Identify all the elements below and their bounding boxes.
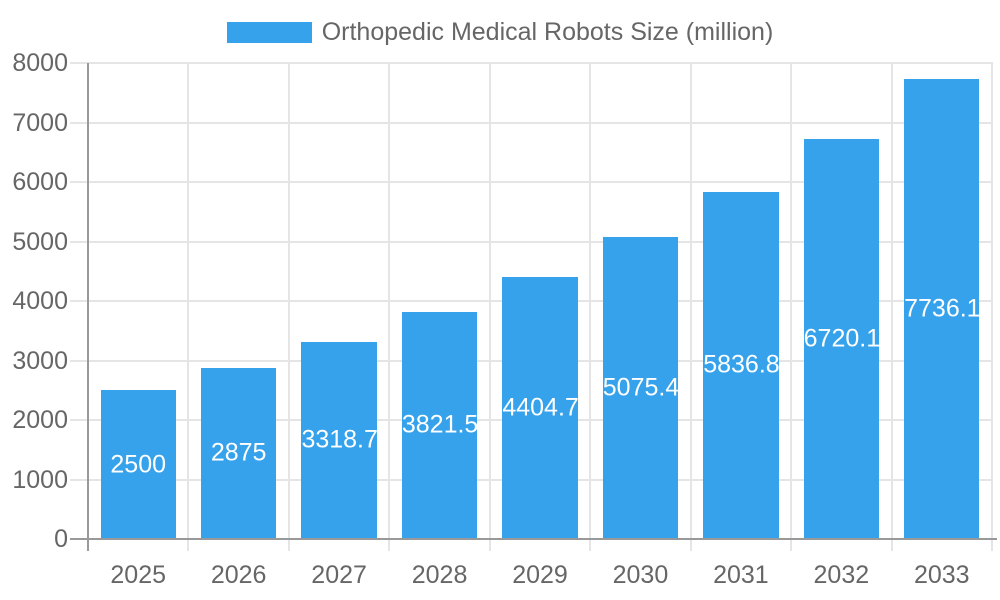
bar: 7736.16	[904, 78, 980, 539]
x-tick-label: 2032	[813, 561, 870, 589]
v-gridline	[388, 63, 391, 551]
bar-value-label: 4404.79	[502, 393, 578, 422]
bar: 2875	[201, 367, 277, 539]
v-gridline	[187, 63, 190, 551]
y-tick-label: 3000	[12, 346, 68, 375]
x-tick-label: 2025	[110, 561, 167, 589]
h-gridline	[70, 121, 993, 124]
bar-value-label: 5836.8	[703, 350, 779, 379]
bar-value-label: 2500	[110, 450, 167, 479]
v-gridline	[488, 63, 491, 551]
bar-value-label: 2875	[210, 438, 267, 467]
bar: 3821.56	[401, 311, 478, 539]
v-gridline	[287, 63, 290, 551]
v-gridline	[589, 63, 592, 551]
y-tick-label: 5000	[12, 227, 68, 256]
bar-value-label: 6720.14	[803, 324, 879, 353]
h-gridline	[70, 240, 993, 243]
x-axis-line	[70, 538, 997, 540]
y-tick-label: 8000	[12, 49, 68, 77]
x-tick-label: 2033	[913, 561, 970, 589]
v-gridline	[890, 63, 893, 551]
bar: 5836.8	[703, 191, 779, 539]
y-tick-label: 6000	[12, 168, 68, 196]
v-gridline	[790, 63, 793, 551]
x-tick-label: 2026	[210, 561, 267, 589]
x-tick-label: 2031	[713, 561, 769, 589]
bar: 6720.14	[803, 139, 879, 539]
bar: 2500	[100, 390, 176, 539]
h-gridline	[70, 62, 993, 64]
y-tick-label: 0	[54, 525, 68, 553]
y-tick-label: 1000	[12, 465, 68, 494]
y-axis-line	[87, 63, 89, 551]
y-tick-label: 4000	[12, 287, 68, 315]
y-tick-label: 7000	[12, 108, 68, 137]
bar-value-label: 7736.16	[904, 294, 980, 323]
bar-value-label: 3318.75	[301, 425, 377, 454]
bar: 4404.79	[502, 276, 578, 539]
x-tick-label: 2027	[311, 561, 367, 589]
v-gridline	[991, 63, 993, 551]
legend-label: Orthopedic Medical Robots Size (million)	[321, 18, 774, 46]
bar: 5075.48	[602, 237, 679, 539]
v-gridline	[689, 63, 692, 551]
x-tick-label: 2030	[612, 561, 669, 589]
h-gridline	[70, 181, 993, 183]
bar: 3318.75	[301, 341, 377, 539]
x-tick-label: 2028	[411, 561, 468, 589]
legend-swatch	[226, 22, 312, 43]
x-tick-label: 2029	[512, 561, 568, 589]
bar-value-label: 5075.48	[602, 373, 679, 402]
legend[interactable]: Orthopedic Medical Robots Size (million)	[0, 18, 1000, 47]
y-tick-label: 2000	[12, 406, 68, 434]
bar-value-label: 3821.56	[401, 410, 478, 439]
